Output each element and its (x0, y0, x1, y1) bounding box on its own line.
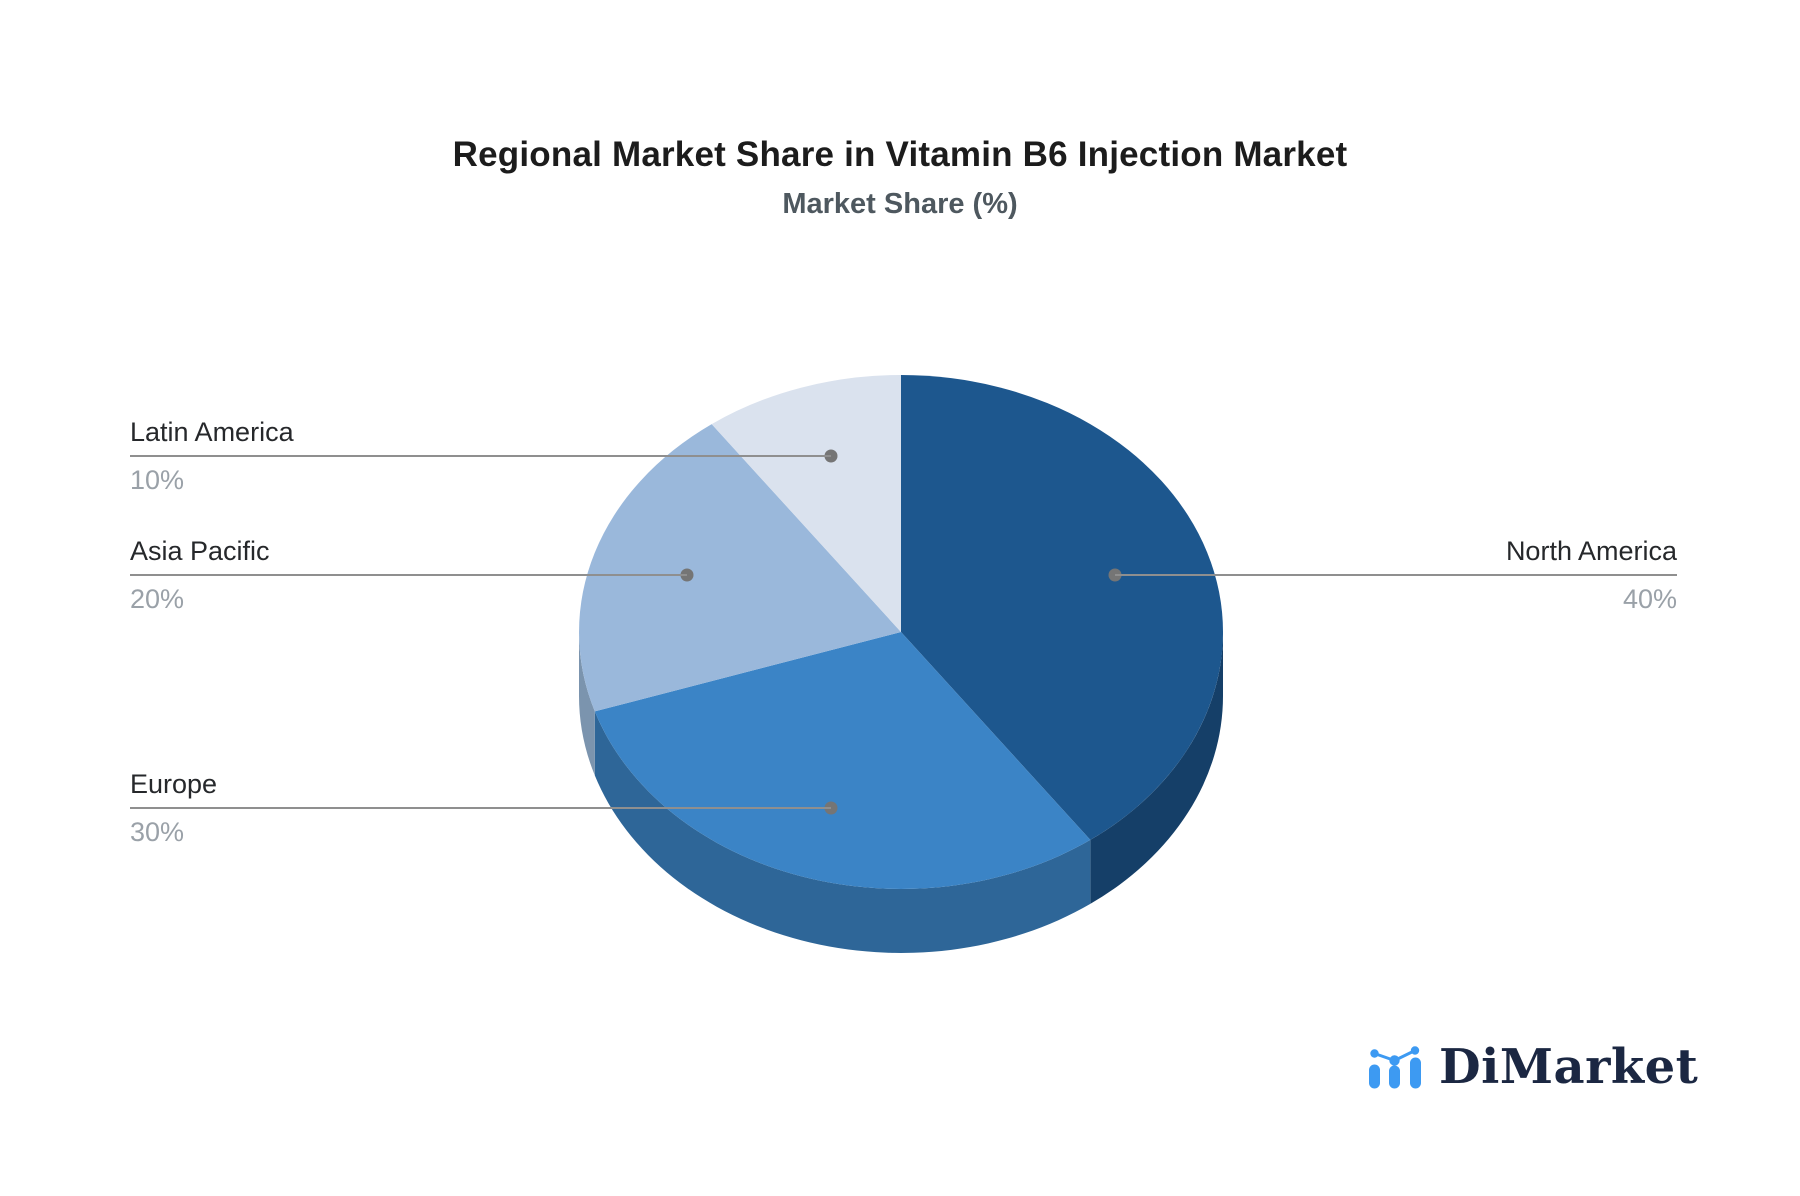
label-asia-pacific: Asia Pacific 20% (130, 534, 687, 616)
slice-label-text: Latin America (130, 417, 294, 447)
leader-dot-asia-pacific (680, 568, 694, 582)
pie-slice-side-north-america (1090, 632, 1223, 904)
slice-label-text: Asia Pacific (130, 536, 270, 566)
bar-line-chart-icon (1369, 1046, 1421, 1089)
pie-slice-asia-pacific[interactable] (579, 424, 901, 712)
dimarket-logo: DiMarket (1366, 1040, 1698, 1094)
slice-label-text: North America (1505, 536, 1677, 566)
leader-dot-europe (824, 801, 838, 815)
pie-slice-side-asia-pacific (579, 632, 595, 776)
slice-percent-text: 20% (130, 584, 185, 614)
slice-percent-text: 10% (130, 465, 185, 495)
leader-line (130, 574, 687, 576)
slice-percent-text: 30% (130, 817, 185, 847)
slice-label-text: Europe (130, 769, 218, 799)
leader-line (1115, 574, 1677, 576)
leader-line (130, 807, 831, 809)
pie-slice-side-europe (594, 711, 1091, 953)
pie-slice-latin-america[interactable] (711, 375, 901, 632)
pie-slice-north-america[interactable] (901, 375, 1224, 840)
leader-line (130, 455, 831, 457)
pie-slice-europe[interactable] (594, 632, 1091, 889)
label-europe: Europe 30% (130, 767, 831, 849)
logo-text: DiMarket (1439, 1039, 1699, 1095)
chart-title: Regional Market Share in Vitamin B6 Inje… (452, 135, 1348, 174)
label-north-america: North America 40% (1115, 534, 1677, 616)
leader-dot-latin-america (824, 449, 838, 463)
slice-percent-text: 40% (1622, 584, 1677, 614)
chart-subtitle: Market Share (%) (782, 188, 1018, 220)
label-latin-america: Latin America 10% (130, 415, 831, 497)
